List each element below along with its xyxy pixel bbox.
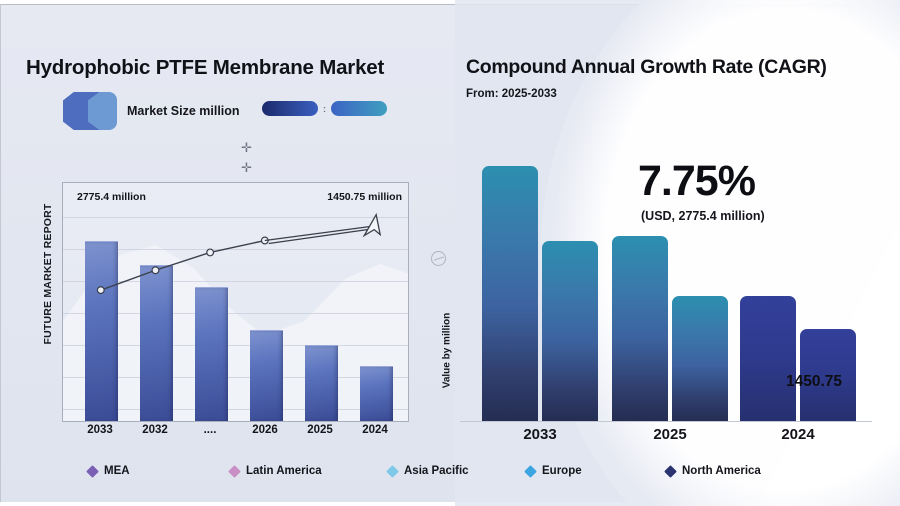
bar-2033: [84, 241, 118, 421]
x-label-....: ....: [203, 424, 217, 436]
bar-....: [194, 287, 228, 421]
x-label-2032: 2032: [142, 424, 168, 436]
legend-diamond-icon: [524, 464, 537, 478]
right-cagr-chart: [460, 130, 890, 422]
legend-label: Asia Pacific: [404, 465, 469, 477]
bar-2033-secondary: [542, 241, 598, 421]
legend-item-latin-america[interactable]: Latin America: [228, 464, 322, 478]
legend-pill-secondary: [331, 101, 387, 116]
x-label-2033: 2033: [87, 424, 113, 436]
cagr-title: Compound Annual Growth Rate (CAGR): [466, 56, 827, 78]
growth-arrow-icon: [265, 215, 380, 244]
gridline: [63, 409, 408, 410]
bar-2026: [249, 330, 283, 421]
plus-icon: ✛: [241, 140, 252, 155]
x-label-2026: 2026: [252, 424, 278, 436]
cagr-subtitle: From: 2025-2033: [466, 88, 557, 100]
gridline: [63, 313, 408, 314]
legend: MEA Latin America Asia Pacific Europe North …: [86, 464, 818, 487]
legend-diamond-icon: [386, 464, 399, 478]
bar-2024-secondary: [800, 329, 856, 421]
page-title: Hydrophobic PTFE Membrane Market: [26, 56, 385, 79]
left-chart-end-value-label: 1450.75 million: [327, 191, 402, 203]
bar-2025: [304, 345, 338, 421]
line-marker: [152, 267, 159, 274]
gridline: [63, 345, 408, 346]
legend-pill-group: :: [262, 101, 387, 116]
left-chart-bars: [63, 183, 408, 421]
left-chart-y-axis-label: FUTURE MARKET REPORT: [42, 203, 54, 345]
right-chart-x-axis-labels: 2033 2025 2024: [460, 426, 890, 450]
legend-diamond-icon: [228, 464, 241, 478]
legend-label: North America: [682, 465, 761, 477]
gridline: [63, 377, 408, 378]
hexagon-logo-icon: [63, 92, 117, 130]
left-chart-start-value-label: 2775.4 million: [77, 191, 146, 203]
bar-2024: [359, 366, 393, 421]
legend-item-north-america[interactable]: North America: [664, 464, 761, 478]
x-label-2025: 2025: [307, 424, 333, 436]
bar-2033-primary: [482, 166, 538, 421]
legend-item-asia-pacific[interactable]: Asia Pacific: [386, 464, 469, 478]
legend-label: MEA: [104, 465, 130, 477]
legend-label: Latin America: [246, 465, 322, 477]
x-label-2024: 2024: [362, 424, 388, 436]
legend-diamond-icon: [664, 464, 677, 478]
left-chart-trend-line: [63, 183, 408, 421]
gridline: [63, 281, 408, 282]
left-market-size-chart: 2775.4 million 1450.75 million: [62, 182, 409, 422]
pill-separator: :: [323, 103, 326, 114]
cagr-note: (USD, 2775.4 million): [641, 209, 765, 223]
legend-label: Europe: [542, 465, 582, 477]
left-chart-x-axis-labels: 2033 2032.... 2026 2025 2024: [62, 424, 409, 446]
line-marker: [97, 287, 104, 294]
right-chart-data-label: 1450.75: [786, 373, 843, 390]
bar-2025-primary: [612, 236, 668, 421]
gridline: [63, 217, 408, 218]
circle-slash-icon: [431, 251, 446, 266]
bar-2024-primary: [740, 296, 796, 421]
cagr-value: 7.75%: [638, 157, 756, 205]
x-label-2024: 2024: [781, 426, 815, 443]
legend-diamond-icon: [86, 464, 99, 478]
plus-icon: ✛: [241, 160, 252, 175]
legend-item-mea[interactable]: MEA: [86, 464, 130, 478]
right-chart-y-axis-label: Value by million: [441, 312, 453, 389]
bar-2025-secondary: [672, 296, 728, 421]
bar-2032: [139, 265, 173, 421]
legend-item-europe[interactable]: Europe: [524, 464, 582, 478]
x-label-2025: 2025: [653, 426, 687, 443]
gridline: [63, 249, 408, 250]
brand-label: Market Size million: [127, 104, 240, 118]
right-chart-baseline: [460, 420, 872, 422]
x-label-2033: 2033: [523, 426, 557, 443]
brand-row: Market Size million: [63, 92, 240, 130]
legend-pill-primary: [262, 101, 318, 116]
line-marker: [207, 249, 214, 256]
